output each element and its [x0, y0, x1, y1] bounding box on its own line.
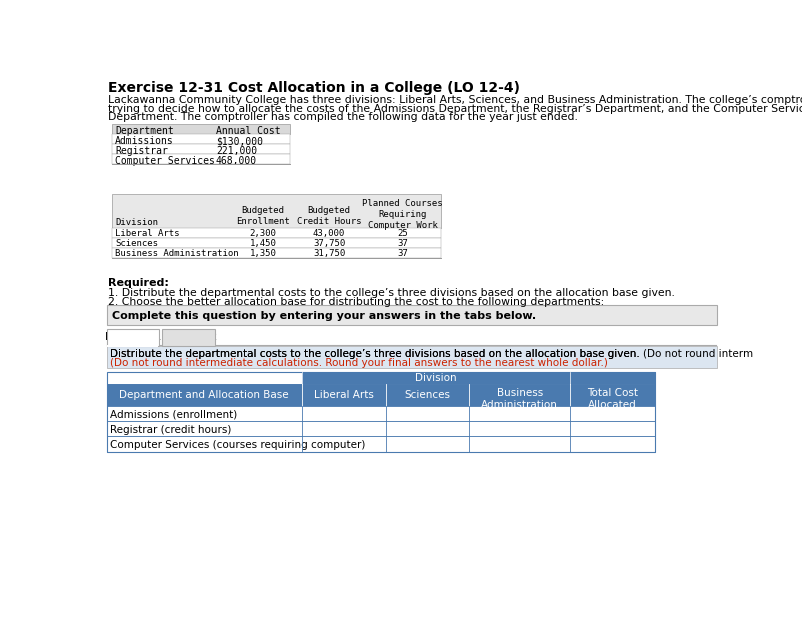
- Text: Registrar (credit hours): Registrar (credit hours): [111, 425, 232, 435]
- Bar: [111, 247, 441, 258]
- Bar: [111, 125, 290, 135]
- Text: 2,300: 2,300: [249, 229, 276, 238]
- Text: Sciences: Sciences: [115, 239, 158, 248]
- Bar: [107, 421, 654, 436]
- Text: 37,750: 37,750: [313, 239, 345, 248]
- Bar: [111, 193, 441, 228]
- Text: Distribute the departmental costs to the college’s three divisions based on the : Distribute the departmental costs to the…: [110, 349, 751, 359]
- Text: 43,000: 43,000: [313, 229, 345, 238]
- Bar: [107, 345, 158, 347]
- Bar: [107, 384, 654, 405]
- Text: Budgeted
Credit Hours: Budgeted Credit Hours: [297, 206, 361, 226]
- Text: 1,350: 1,350: [249, 249, 276, 258]
- Text: Department. The comptroller has compiled the following data for the year just en: Department. The comptroller has compiled…: [108, 112, 577, 122]
- Text: 25: 25: [397, 229, 407, 238]
- Bar: [107, 371, 302, 384]
- Bar: [111, 154, 290, 164]
- Text: Department: Department: [115, 126, 174, 136]
- Text: Annual Cost: Annual Cost: [216, 126, 280, 136]
- Text: Sciences: Sciences: [404, 390, 450, 400]
- Bar: [107, 306, 715, 326]
- Text: Complete this question by entering your answers in the tabs below.: Complete this question by entering your …: [111, 311, 536, 321]
- Text: (Do not round intermediate calculations. Round your final answers to the nearest: (Do not round intermediate calculations.…: [110, 358, 607, 368]
- Bar: [162, 329, 215, 346]
- Text: Required 2: Required 2: [160, 332, 217, 342]
- Text: 221,000: 221,000: [216, 146, 257, 156]
- Text: Business
Administration: Business Administration: [480, 388, 557, 410]
- Text: Budgeted
Enrollment: Budgeted Enrollment: [236, 206, 290, 226]
- Text: 31,750: 31,750: [313, 249, 345, 258]
- Text: Registrar: Registrar: [115, 146, 168, 156]
- Text: Division: Division: [415, 373, 456, 383]
- Text: Department and Allocation Base: Department and Allocation Base: [119, 390, 289, 400]
- Text: $130,000: $130,000: [216, 136, 262, 146]
- Text: Planned Courses
Requiring
Computer Work: Planned Courses Requiring Computer Work: [362, 199, 443, 231]
- Text: Required:: Required:: [108, 278, 168, 288]
- Bar: [107, 371, 654, 452]
- Text: Required 1: Required 1: [105, 332, 161, 342]
- Text: 1,450: 1,450: [249, 239, 276, 248]
- Text: Admissions: Admissions: [115, 136, 174, 146]
- Bar: [111, 237, 441, 247]
- Text: Business Administration: Business Administration: [115, 249, 238, 258]
- Bar: [107, 346, 715, 368]
- Bar: [107, 329, 159, 346]
- Text: Admissions (enrollment): Admissions (enrollment): [111, 409, 237, 419]
- Text: 37: 37: [397, 249, 407, 258]
- Text: Computer Services (courses requiring computer): Computer Services (courses requiring com…: [111, 440, 366, 450]
- Text: Total Cost
Allocated: Total Cost Allocated: [586, 388, 637, 410]
- Text: Exercise 12-31 Cost Allocation in a College (LO 12-4): Exercise 12-31 Cost Allocation in a Coll…: [108, 81, 520, 95]
- Text: Computer Services: Computer Services: [115, 156, 215, 166]
- Text: Distribute the departmental costs to the college’s three divisions based on the : Distribute the departmental costs to the…: [110, 349, 638, 359]
- Bar: [111, 228, 441, 237]
- Text: Lackawanna Community College has three divisions: Liberal Arts, Sciences, and Bu: Lackawanna Community College has three d…: [108, 95, 802, 105]
- Bar: [107, 436, 654, 452]
- Text: 1. Distribute the departmental costs to the college’s three divisions based on t: 1. Distribute the departmental costs to …: [108, 288, 674, 298]
- Text: Liberal Arts: Liberal Arts: [314, 390, 373, 400]
- Bar: [107, 371, 654, 384]
- Text: 37: 37: [397, 239, 407, 248]
- Bar: [111, 135, 290, 144]
- Text: Liberal Arts: Liberal Arts: [115, 229, 180, 238]
- Text: Division: Division: [115, 218, 158, 228]
- Text: 468,000: 468,000: [216, 156, 257, 166]
- Bar: [107, 405, 654, 421]
- Bar: [111, 144, 290, 154]
- Text: 2. Choose the better allocation base for distributing the cost to the following : 2. Choose the better allocation base for…: [108, 297, 604, 307]
- Text: trying to decide how to allocate the costs of the Admissions Department, the Reg: trying to decide how to allocate the cos…: [108, 104, 802, 113]
